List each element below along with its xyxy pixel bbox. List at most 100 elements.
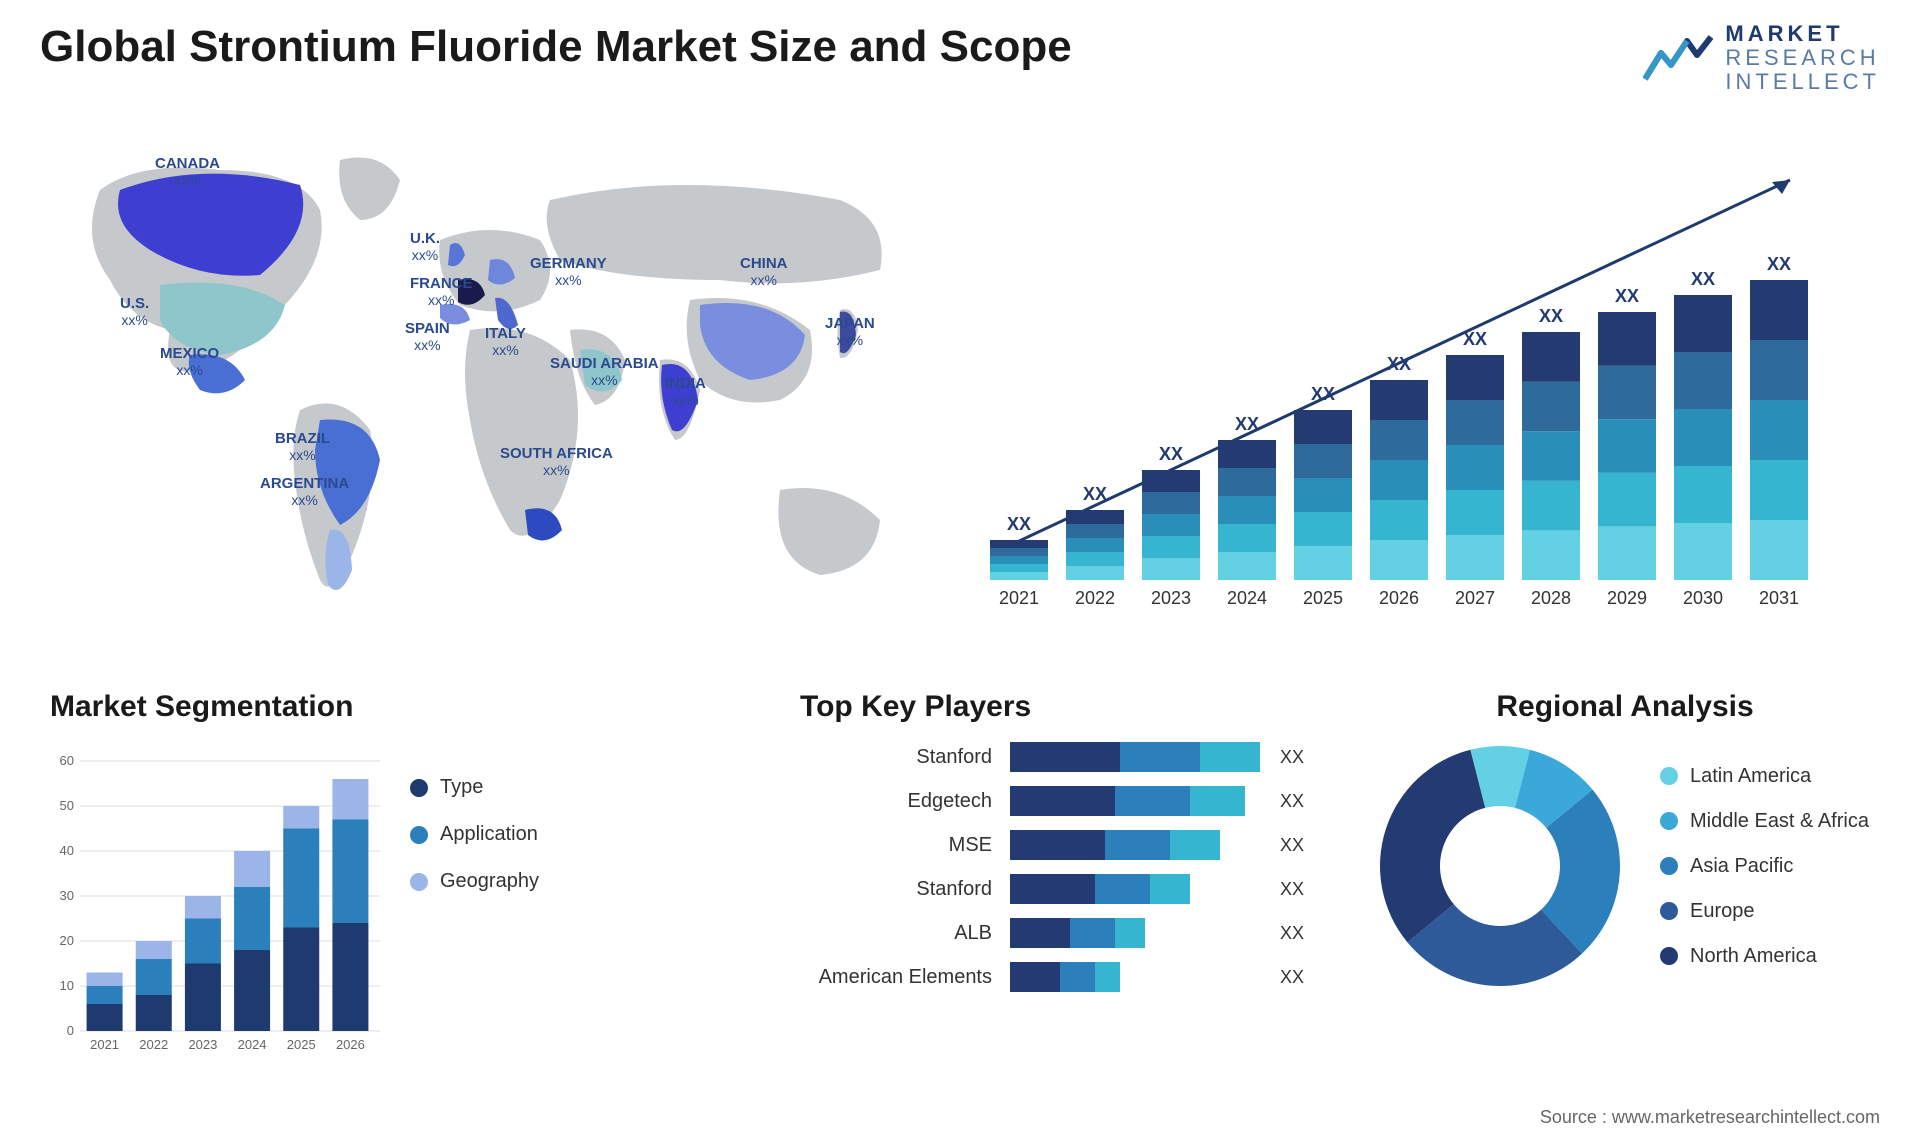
player-row: StanfordXX bbox=[800, 742, 1320, 772]
svg-text:2029: 2029 bbox=[1607, 588, 1647, 608]
growth-chart: XX2021XX2022XX2023XX2024XX2025XX2026XX20… bbox=[970, 120, 1830, 640]
player-name: ALB bbox=[800, 922, 1000, 945]
player-bar bbox=[1010, 786, 1270, 816]
svg-text:XX: XX bbox=[1615, 286, 1639, 306]
map-label-germany: GERMANYxx% bbox=[530, 255, 607, 288]
map-label-canada: CANADAxx% bbox=[155, 155, 220, 188]
legend-dot-icon bbox=[410, 826, 428, 844]
player-bar-segment bbox=[1105, 830, 1170, 860]
logo-line-2: RESEARCH bbox=[1725, 46, 1880, 70]
svg-text:XX: XX bbox=[1691, 269, 1715, 289]
map-label-india: INDIAxx% bbox=[665, 375, 706, 408]
regional-legend-item: Europe bbox=[1660, 900, 1869, 923]
player-bar bbox=[1010, 830, 1270, 860]
source-attribution: Source : www.marketresearchintellect.com bbox=[1540, 1107, 1880, 1128]
regional-legend-item: North America bbox=[1660, 945, 1869, 968]
legend-label: Application bbox=[440, 823, 538, 846]
segmentation-section: Market Segmentation 01020304050602021202… bbox=[50, 690, 670, 1066]
legend-dot-icon bbox=[1660, 767, 1678, 785]
logo-text: MARKET RESEARCH INTELLECT bbox=[1725, 22, 1880, 95]
player-bar bbox=[1010, 918, 1270, 948]
regional-legend-item: Asia Pacific bbox=[1660, 855, 1869, 878]
legend-label: Europe bbox=[1690, 900, 1755, 923]
legend-label: Asia Pacific bbox=[1690, 855, 1793, 878]
svg-text:50: 50 bbox=[60, 798, 74, 813]
svg-text:2023: 2023 bbox=[188, 1037, 217, 1052]
map-label-mexico: MEXICOxx% bbox=[160, 345, 219, 378]
regional-legend-item: Latin America bbox=[1660, 765, 1869, 788]
svg-text:2023: 2023 bbox=[1151, 588, 1191, 608]
player-bar-segment bbox=[1200, 742, 1260, 772]
svg-text:XX: XX bbox=[1083, 484, 1107, 504]
svg-text:2024: 2024 bbox=[238, 1037, 267, 1052]
player-bar-segment bbox=[1190, 786, 1245, 816]
player-name: Stanford bbox=[800, 878, 1000, 901]
legend-label: Geography bbox=[440, 870, 539, 893]
legend-label: Type bbox=[440, 776, 483, 799]
player-bar-segment bbox=[1010, 918, 1070, 948]
svg-text:2021: 2021 bbox=[999, 588, 1039, 608]
svg-text:XX: XX bbox=[1539, 306, 1563, 326]
segmentation-title: Market Segmentation bbox=[50, 690, 670, 724]
svg-text:2024: 2024 bbox=[1227, 588, 1267, 608]
map-label-saudi-arabia: SAUDI ARABIAxx% bbox=[550, 355, 659, 388]
svg-text:2027: 2027 bbox=[1455, 588, 1495, 608]
player-bar-segment bbox=[1170, 830, 1220, 860]
player-bar-segment bbox=[1060, 962, 1095, 992]
player-value: XX bbox=[1280, 879, 1320, 900]
legend-dot-icon bbox=[1660, 812, 1678, 830]
map-label-brazil: BRAZILxx% bbox=[275, 430, 330, 463]
logo-line-3: INTELLECT bbox=[1725, 70, 1880, 94]
svg-text:10: 10 bbox=[60, 978, 74, 993]
segmentation-legend: Type Application Geography bbox=[410, 736, 539, 893]
brand-logo: MARKET RESEARCH INTELLECT bbox=[1643, 22, 1880, 95]
map-label-italy: ITALYxx% bbox=[485, 325, 526, 358]
legend-dot-icon bbox=[1660, 947, 1678, 965]
player-row: EdgetechXX bbox=[800, 786, 1320, 816]
segmentation-legend-item: Geography bbox=[410, 870, 539, 893]
legend-label: North America bbox=[1690, 945, 1817, 968]
player-row: Stanford XX bbox=[800, 874, 1320, 904]
player-bar-segment bbox=[1095, 962, 1120, 992]
world-map-section: CANADAxx% U.S.xx% MEXICOxx% BRAZILxx% ARGENT… bbox=[40, 130, 940, 650]
player-name: American Elements bbox=[800, 966, 1000, 989]
player-bar-segment bbox=[1095, 874, 1150, 904]
svg-text:2028: 2028 bbox=[1531, 588, 1571, 608]
legend-dot-icon bbox=[1660, 857, 1678, 875]
svg-text:XX: XX bbox=[1235, 414, 1259, 434]
svg-text:2026: 2026 bbox=[336, 1037, 365, 1052]
svg-text:2022: 2022 bbox=[139, 1037, 168, 1052]
svg-text:2030: 2030 bbox=[1683, 588, 1723, 608]
svg-text:40: 40 bbox=[60, 843, 74, 858]
map-label-argentina: ARGENTINAxx% bbox=[260, 475, 349, 508]
player-bar-segment bbox=[1010, 830, 1105, 860]
players-section: Top Key Players StanfordXXEdgetechXXMSEX… bbox=[800, 690, 1320, 1006]
player-bar bbox=[1010, 962, 1270, 992]
svg-text:XX: XX bbox=[1387, 354, 1411, 374]
segmentation-chart-svg: 0102030405060202120222023202420252026 bbox=[50, 736, 380, 1066]
legend-dot-icon bbox=[410, 873, 428, 891]
players-chart: StanfordXXEdgetechXXMSEXXStanfordXXALBXX… bbox=[800, 742, 1320, 992]
map-label-u-k-: U.K.xx% bbox=[410, 230, 440, 263]
regional-legend: Latin AmericaMiddle East & AfricaAsia Pa… bbox=[1660, 765, 1869, 968]
player-bar-segment bbox=[1070, 918, 1115, 948]
map-label-china: CHINAxx% bbox=[740, 255, 788, 288]
player-bar-segment bbox=[1010, 874, 1095, 904]
regional-donut-svg bbox=[1370, 736, 1630, 996]
svg-text:2022: 2022 bbox=[1075, 588, 1115, 608]
player-bar-segment bbox=[1010, 742, 1120, 772]
segmentation-legend-item: Type bbox=[410, 776, 539, 799]
player-value: XX bbox=[1280, 747, 1320, 768]
player-bar-segment bbox=[1010, 962, 1060, 992]
map-label-u-s-: U.S.xx% bbox=[120, 295, 149, 328]
player-value: XX bbox=[1280, 835, 1320, 856]
map-label-south-africa: SOUTH AFRICAxx% bbox=[500, 445, 613, 478]
svg-text:XX: XX bbox=[1159, 444, 1183, 464]
map-label-france: FRANCExx% bbox=[410, 275, 473, 308]
player-name: Edgetech bbox=[800, 790, 1000, 813]
regional-title: Regional Analysis bbox=[1370, 690, 1880, 724]
svg-text:2026: 2026 bbox=[1379, 588, 1419, 608]
player-bar bbox=[1010, 874, 1270, 904]
player-bar-segment bbox=[1010, 786, 1115, 816]
svg-text:60: 60 bbox=[60, 753, 74, 768]
